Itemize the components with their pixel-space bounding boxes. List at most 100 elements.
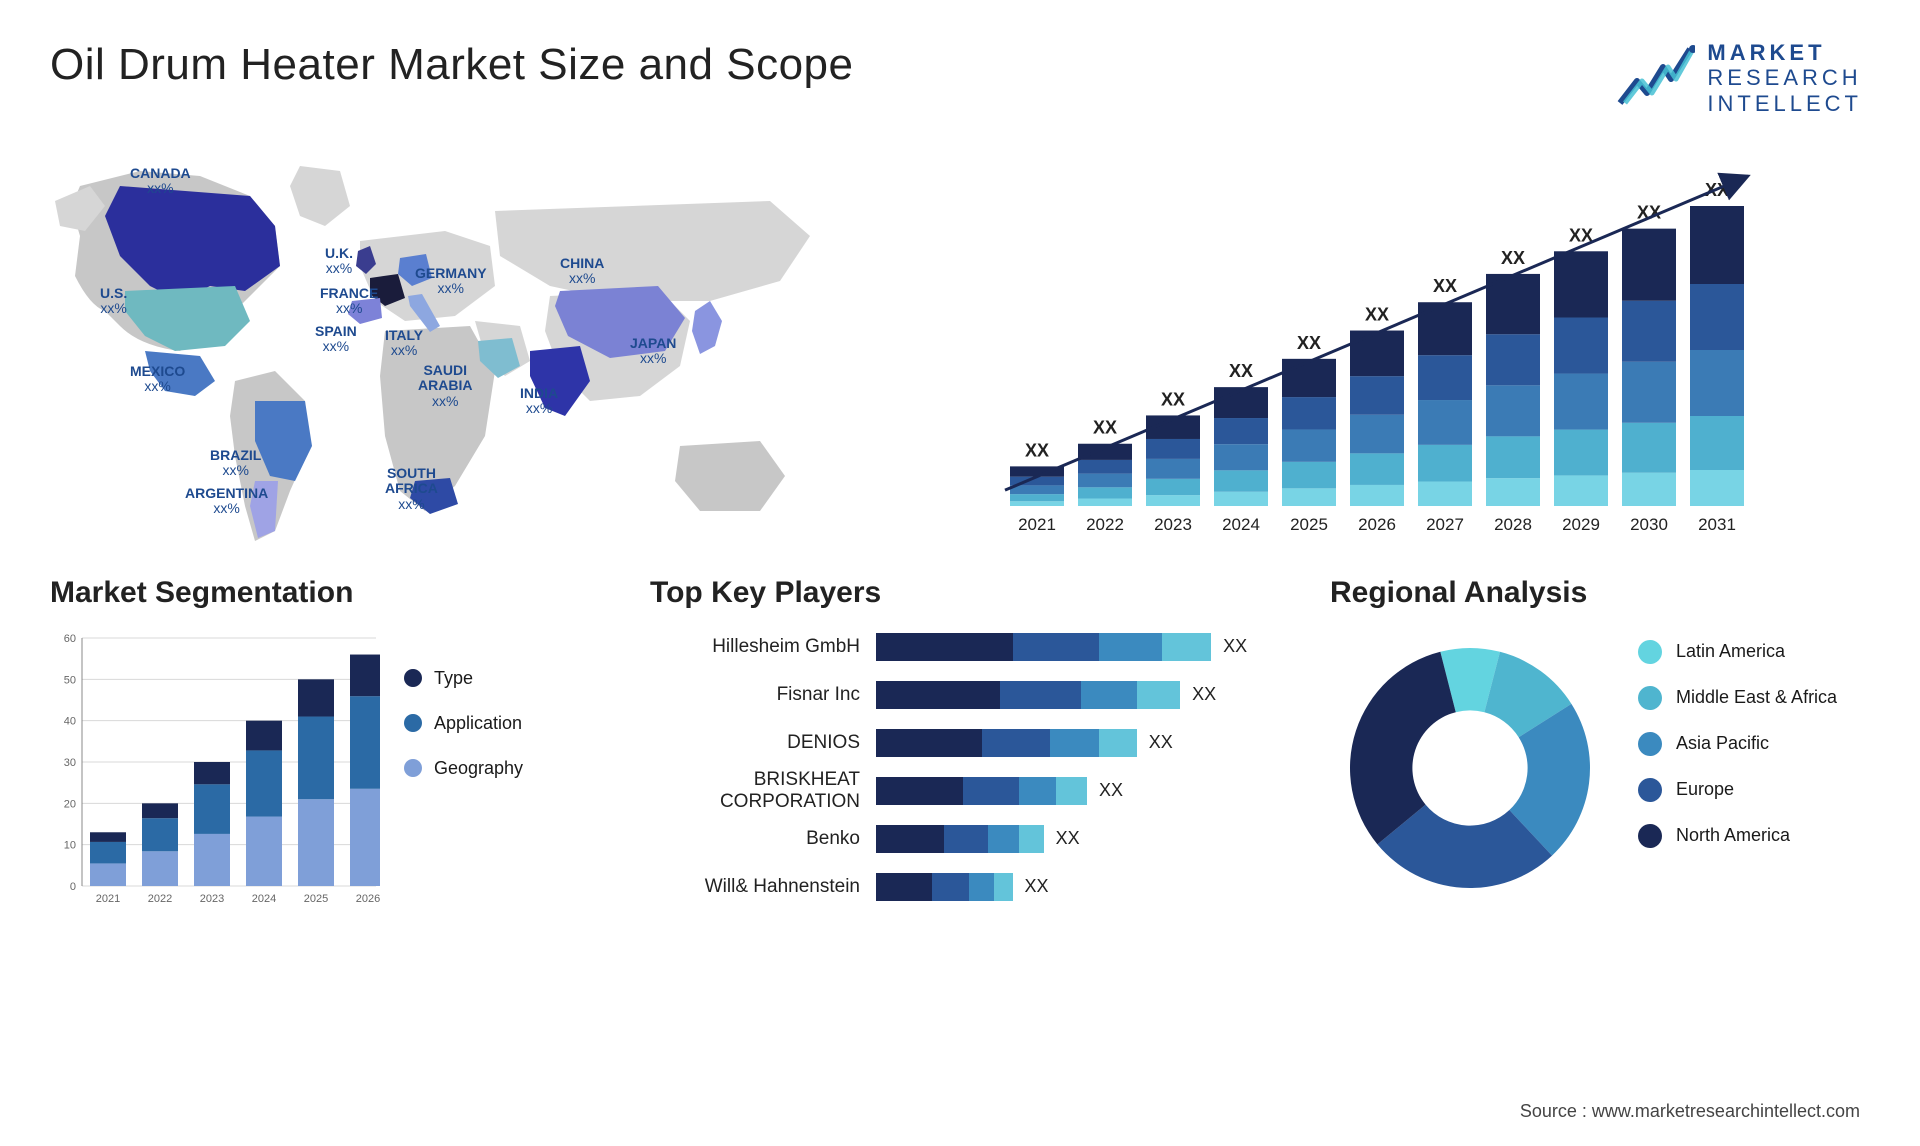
map-label: ITALYxx% [385, 328, 423, 359]
player-bar-seg [876, 825, 944, 853]
segmentation-title: Market Segmentation [50, 576, 610, 610]
players-chart: Hillesheim GmbH XX Fisnar Inc XX DENIOS … [650, 628, 1290, 906]
map-label-name: GERMANY [415, 265, 487, 281]
map-label-name: BRAZIL [210, 447, 261, 463]
map-label-name: ITALY [385, 327, 423, 343]
map-label-name: JAPAN [630, 335, 676, 351]
player-bar [876, 825, 1044, 853]
player-row: Hillesheim GmbH XX [650, 628, 1290, 666]
growth-bar-label: XX [1025, 440, 1049, 460]
map-label-pct: xx% [325, 261, 353, 276]
map-label-pct: xx% [130, 379, 185, 394]
map-label-name: ARGENTINA [185, 485, 268, 501]
header: Oil Drum Heater Market Size and Scope MA… [50, 40, 1870, 116]
growth-bar-seg [1078, 444, 1132, 460]
growth-bar-label: XX [1093, 418, 1117, 438]
growth-bar-seg [1554, 317, 1608, 373]
seg-bar-seg [298, 679, 334, 716]
logo-line-2: RESEARCH [1707, 65, 1862, 90]
growth-bar-seg [1350, 330, 1404, 376]
seg-year-label: 2023 [200, 893, 224, 905]
player-name: DENIOS [650, 732, 860, 754]
seg-ytick: 30 [64, 757, 76, 769]
player-value: XX [1149, 732, 1173, 753]
player-value: XX [1025, 876, 1049, 897]
map-label-pct: xx% [210, 463, 261, 478]
seg-legend-swatch [404, 669, 422, 687]
segmentation-chart: 0102030405060202120222023202420252026 [50, 628, 380, 908]
page-root: Oil Drum Heater Market Size and Scope MA… [0, 0, 1920, 1146]
growth-bar-label: XX [1637, 203, 1661, 223]
seg-ytick: 50 [64, 674, 76, 686]
map-label: ARGENTINAxx% [185, 486, 268, 517]
map-label-name: CANADA [130, 165, 191, 181]
seg-bar-seg [194, 762, 230, 784]
donut-slice [1350, 652, 1456, 845]
player-bar-seg [1099, 729, 1136, 757]
growth-bar-seg [1622, 301, 1676, 362]
map-label-pct: xx% [320, 301, 378, 316]
seg-legend-item: Type [404, 668, 523, 689]
map-label-name: FRANCE [320, 285, 378, 301]
seg-ytick: 20 [64, 798, 76, 810]
map-label-name: INDIA [520, 385, 558, 401]
map-label: CANADAxx% [130, 166, 191, 197]
player-bar-seg [876, 633, 1013, 661]
segmentation-section: Market Segmentation 01020304050602021202… [50, 576, 610, 916]
seg-year-label: 2025 [304, 893, 328, 905]
region-legend-label: Middle East & Africa [1676, 687, 1837, 708]
growth-bar-seg [1146, 479, 1200, 495]
growth-bar-label: XX [1161, 389, 1185, 409]
map-label-pct: xx% [560, 271, 604, 286]
world-map: CANADAxx%U.S.xx%MEXICOxx%BRAZILxx%ARGENT… [50, 146, 930, 546]
player-bar-seg [876, 873, 932, 901]
player-bar-seg [932, 873, 969, 901]
player-bar-seg [969, 873, 994, 901]
growth-bar-seg [1486, 385, 1540, 436]
country-japan [692, 301, 722, 354]
seg-ytick: 40 [64, 716, 76, 728]
player-name: Benko [650, 828, 860, 850]
player-bar-seg [988, 825, 1019, 853]
growth-bar-seg [1146, 459, 1200, 479]
players-title: Top Key Players [650, 576, 1290, 610]
seg-bar-seg [90, 842, 126, 863]
seg-ytick: 60 [64, 633, 76, 645]
player-bar-seg [1099, 633, 1161, 661]
seg-bar-seg [142, 803, 178, 818]
growth-bar-seg [1010, 485, 1064, 494]
player-value: XX [1099, 780, 1123, 801]
player-bar-seg [944, 825, 987, 853]
growth-bar-seg [1622, 473, 1676, 506]
map-label: FRANCExx% [320, 286, 378, 317]
player-bar-seg [876, 681, 1000, 709]
seg-year-label: 2026 [356, 893, 380, 905]
growth-bar-seg [1282, 462, 1336, 488]
player-bar-seg [963, 777, 1019, 805]
growth-bar-seg [1690, 350, 1744, 416]
region-legend-item: Latin America [1638, 640, 1837, 664]
brand-logo: MARKET RESEARCH INTELLECT [1615, 40, 1862, 116]
seg-bar-seg [350, 789, 380, 886]
growth-bar-label: XX [1297, 333, 1321, 353]
growth-chart-svg: XX2021XX2022XX2023XX2024XX2025XX2026XX20… [970, 146, 1870, 546]
player-bar-seg [876, 729, 982, 757]
page-title: Oil Drum Heater Market Size and Scope [50, 40, 853, 90]
growth-bar-seg [1350, 376, 1404, 415]
growth-bar-seg [1418, 400, 1472, 445]
map-label: SOUTHAFRICAxx% [385, 466, 438, 512]
seg-bar-seg [194, 784, 230, 834]
seg-legend-label: Application [434, 713, 522, 734]
player-row: Fisnar Inc XX [650, 676, 1290, 714]
growth-bar-seg [1350, 453, 1404, 485]
growth-bar-seg [1214, 444, 1268, 470]
growth-bar-seg [1690, 284, 1744, 350]
growth-bar-seg [1622, 362, 1676, 423]
growth-year-label: 2031 [1698, 515, 1736, 534]
logo-text: MARKET RESEARCH INTELLECT [1707, 40, 1862, 116]
growth-bar-label: XX [1365, 304, 1389, 324]
seg-bar-seg [350, 696, 380, 789]
region-legend-swatch [1638, 686, 1662, 710]
growth-year-label: 2024 [1222, 515, 1260, 534]
seg-bar-seg [350, 654, 380, 696]
